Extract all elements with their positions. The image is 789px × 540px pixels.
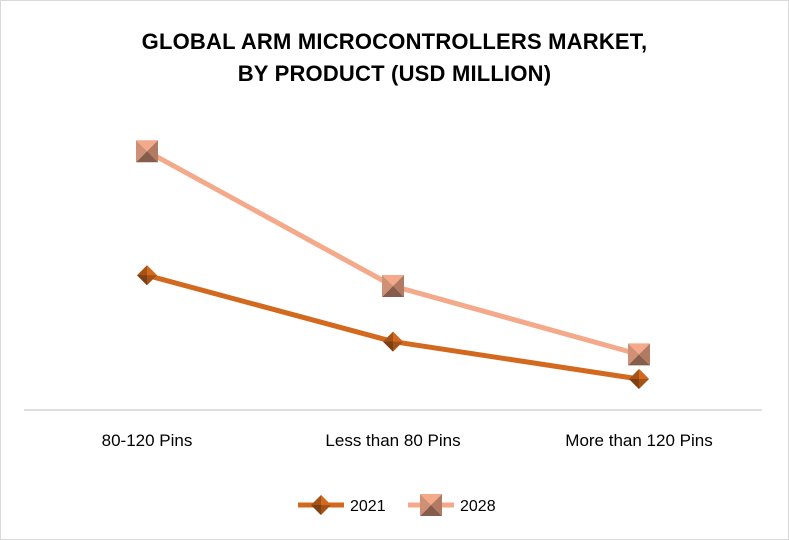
category-labels: 80-120 Pins Less than 80 Pins More than 12… xyxy=(102,431,713,450)
category-label: More than 120 Pins xyxy=(565,431,712,450)
legend-item-2028: 2028 xyxy=(408,494,496,516)
chart-title-line-2: BY PRODUCT (USD MILLION) xyxy=(237,61,552,86)
legend: 2021 2028 xyxy=(298,494,496,516)
legend-label: 2028 xyxy=(460,498,496,515)
data-point-2021-1 xyxy=(137,265,157,286)
series-markers xyxy=(136,140,650,389)
series-line-2028 xyxy=(145,149,640,357)
data-point-2028-3 xyxy=(628,343,650,366)
data-point-2028-1 xyxy=(136,140,158,163)
category-label: 80-120 Pins xyxy=(102,431,193,450)
category-label: Less than 80 Pins xyxy=(325,431,460,450)
legend-swatch-marker xyxy=(420,494,442,516)
data-point-2028-2 xyxy=(382,275,404,297)
data-point-2021-3 xyxy=(629,369,649,389)
legend-label: 2021 xyxy=(350,498,386,515)
legend-swatch-marker xyxy=(311,495,331,515)
chart-title: GLOBAL ARM MICROCONTROLLERS MARKET, BY P… xyxy=(0,26,789,90)
data-point-2021-2 xyxy=(383,331,403,352)
chart-title-line-1: GLOBAL ARM MICROCONTROLLERS MARKET, xyxy=(141,29,648,54)
legend-item-2021: 2021 xyxy=(298,495,386,515)
